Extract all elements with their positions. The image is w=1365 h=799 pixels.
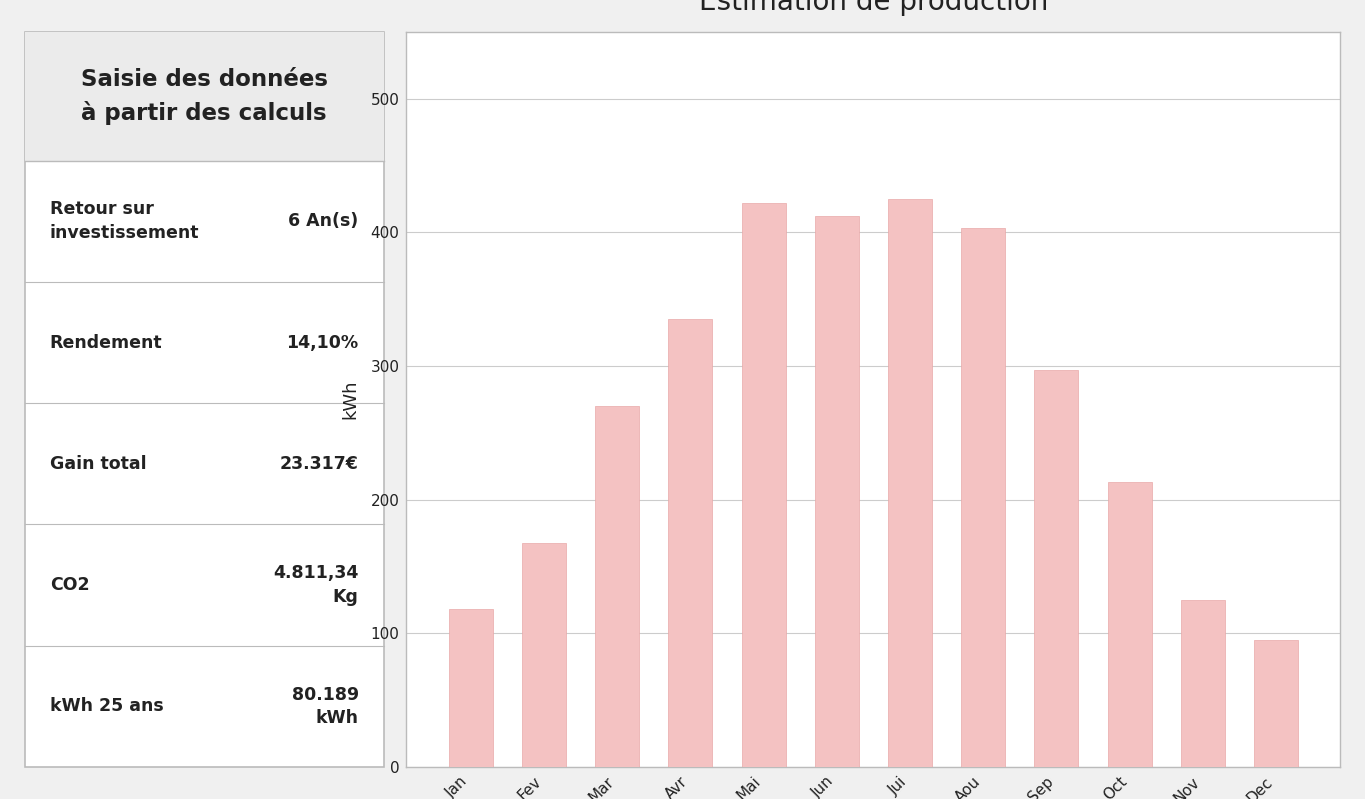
Bar: [741, 203, 786, 767]
Bar: [815, 217, 859, 767]
Bar: [669, 320, 713, 767]
Title: Estimation de production: Estimation de production: [699, 0, 1048, 16]
Text: Gain total: Gain total: [49, 455, 146, 473]
Text: 6 An(s): 6 An(s): [288, 213, 359, 230]
Bar: [1254, 640, 1298, 767]
Text: Saisie des données
à partir des calculs: Saisie des données à partir des calculs: [81, 68, 328, 125]
Text: CO2: CO2: [49, 576, 89, 594]
Bar: [449, 610, 493, 767]
Y-axis label: kWh: kWh: [341, 380, 359, 419]
Text: Retour sur
investissement: Retour sur investissement: [49, 201, 199, 242]
Bar: [521, 543, 566, 767]
Text: 14,10%: 14,10%: [287, 333, 359, 352]
Bar: [25, 32, 384, 161]
Bar: [961, 229, 1005, 767]
Bar: [889, 199, 932, 767]
Text: 80.189
kWh: 80.189 kWh: [292, 686, 359, 727]
Bar: [1181, 600, 1224, 767]
Text: 4.811,34
Kg: 4.811,34 Kg: [273, 564, 359, 606]
Bar: [1035, 370, 1078, 767]
Text: Rendement: Rendement: [49, 333, 162, 352]
Text: kWh 25 ans: kWh 25 ans: [49, 698, 164, 715]
Bar: [1107, 483, 1152, 767]
Bar: [595, 406, 639, 767]
Text: 23.317€: 23.317€: [280, 455, 359, 473]
